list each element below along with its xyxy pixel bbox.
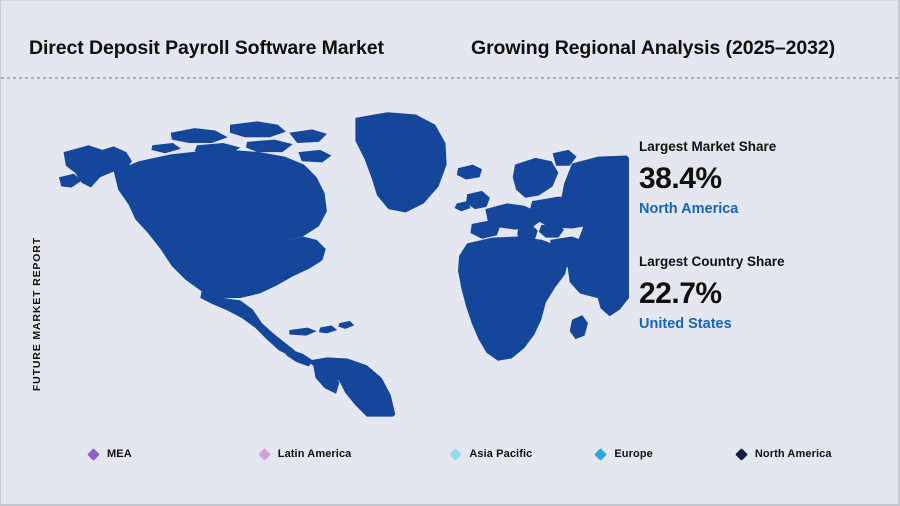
page-title: Direct Deposit Payroll Software Market	[29, 37, 384, 59]
legend-item[interactable]: Latin America	[257, 447, 352, 461]
page-subtitle: Growing Regional Analysis (2025–2032)	[471, 37, 836, 59]
statistics-panel: Largest Market Share 38.4% North America…	[639, 139, 879, 333]
legend-item[interactable]: MEA	[87, 447, 132, 461]
legend-label: Asia Pacific	[469, 448, 533, 460]
stat-region-label: North America	[639, 201, 739, 218]
legend-item[interactable]: Europe	[594, 447, 653, 461]
header-divider	[1, 77, 898, 79]
map-landmass-layer	[59, 112, 629, 417]
legend-diamond-icon	[449, 447, 463, 461]
legend-diamond-icon	[734, 447, 748, 461]
legend-label: Europe	[614, 448, 653, 460]
legend-label: North America	[754, 448, 832, 460]
legend-diamond-icon	[257, 447, 271, 461]
stat-caption: Largest Market Share	[639, 139, 777, 154]
stat-region-label: United States	[639, 316, 732, 333]
stat-value: 22.7%	[639, 277, 722, 311]
map-legend: MEA Latin America Asia Pacific Europe North …	[87, 447, 832, 461]
legend-item[interactable]: North America	[734, 447, 832, 461]
world-map-svg	[59, 112, 629, 417]
stat-block-country-share: Largest Country Share 22.7% United State…	[639, 254, 879, 333]
legend-label: MEA	[107, 448, 132, 460]
world-map	[59, 97, 629, 417]
stat-value: 38.4%	[639, 162, 722, 196]
legend-item[interactable]: Asia Pacific	[449, 447, 533, 461]
brand-watermark: FUTURE MARKET REPORT	[31, 237, 43, 392]
legend-diamond-icon	[87, 447, 100, 461]
legend-label: Latin America	[277, 448, 352, 460]
stat-caption: Largest Country Share	[639, 254, 785, 270]
header-bar: Direct Deposit Payroll Software Market G…	[1, 1, 898, 79]
stat-block-market-share: Largest Market Share 38.4% North America	[639, 139, 879, 218]
legend-diamond-icon	[594, 447, 608, 461]
